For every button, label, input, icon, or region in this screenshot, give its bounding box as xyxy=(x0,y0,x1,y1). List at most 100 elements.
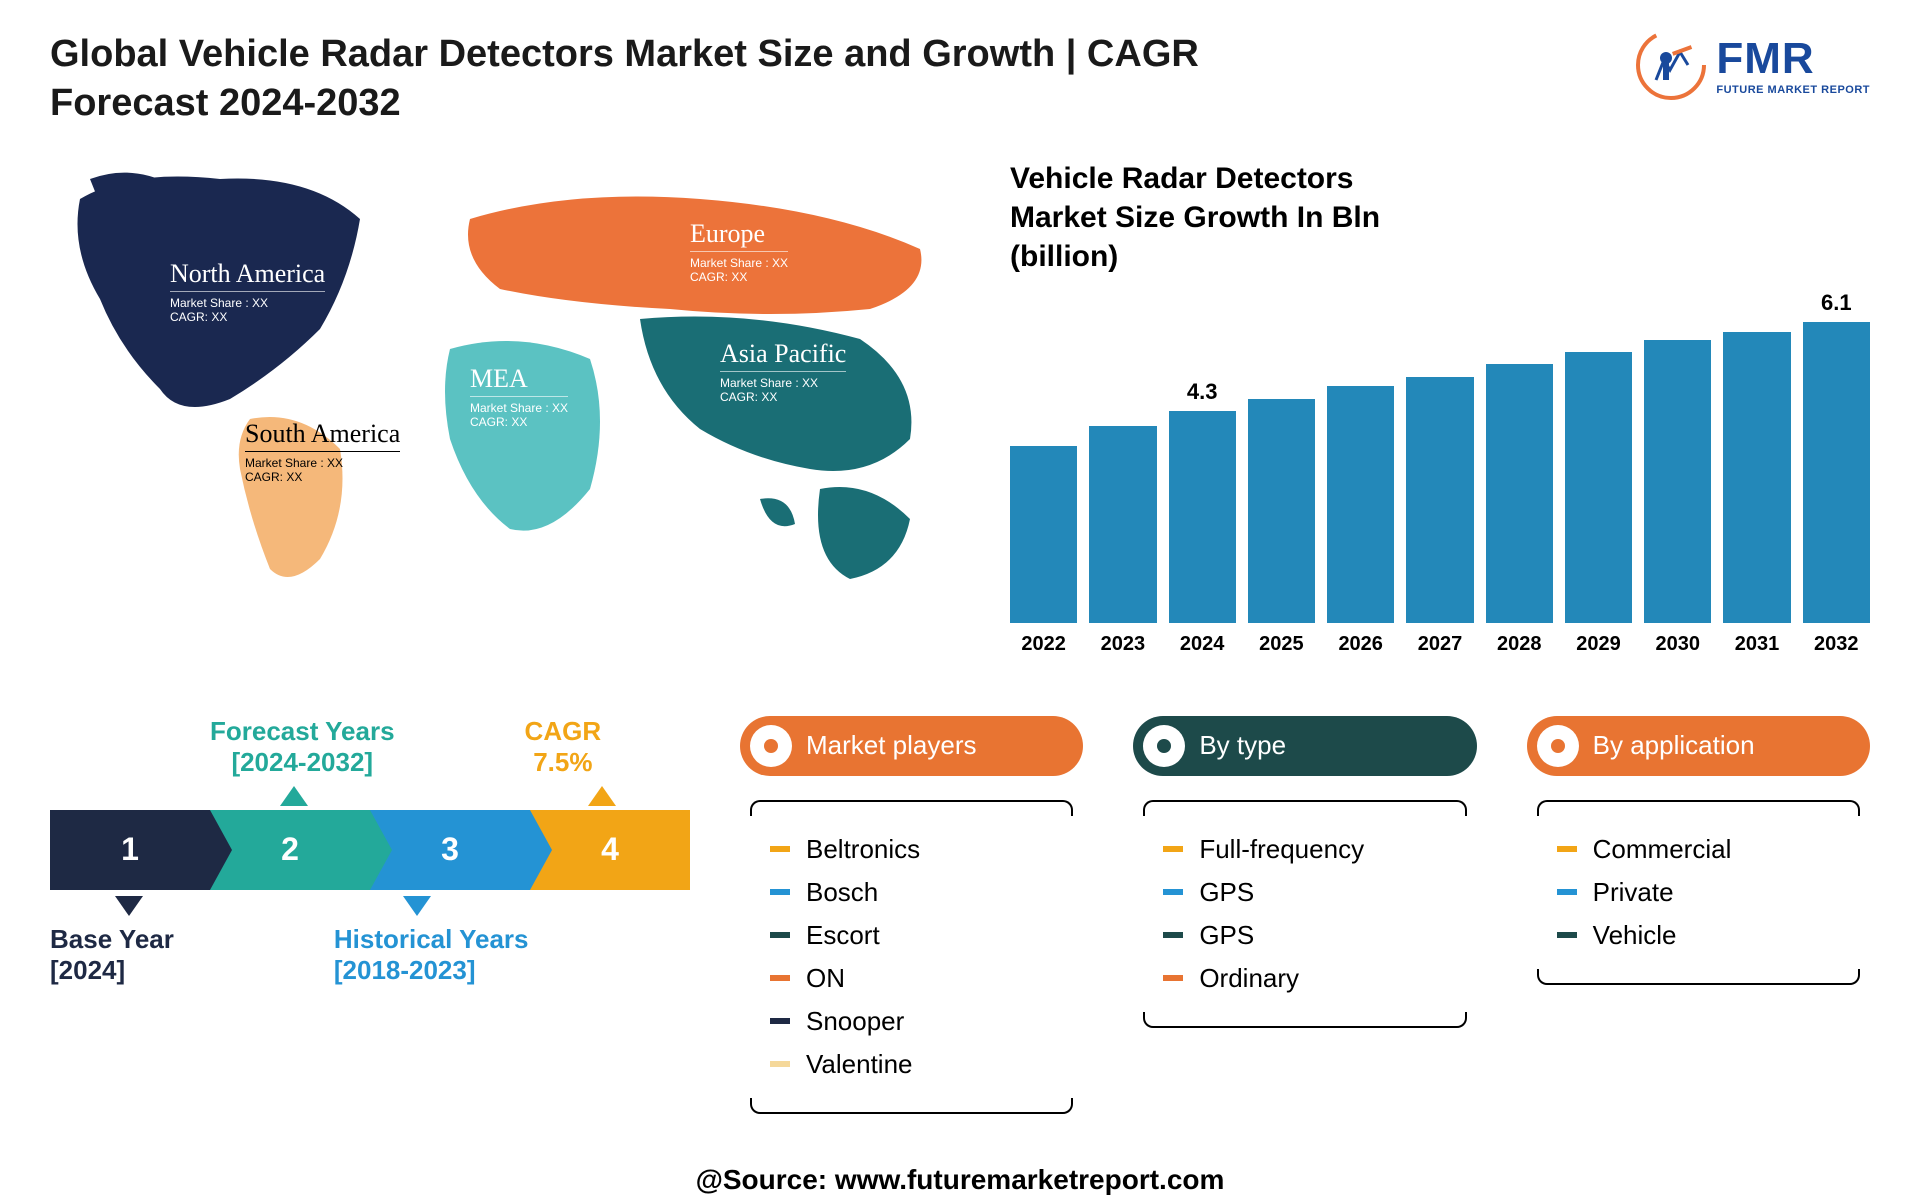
bar-col: 2023 xyxy=(1089,426,1156,656)
bar-col: 2030 xyxy=(1644,340,1711,656)
logo-text: FMR FUTURE MARKET REPORT xyxy=(1716,34,1870,96)
tick-icon xyxy=(1557,846,1577,852)
bar xyxy=(1406,377,1473,623)
bar-year-label: 2023 xyxy=(1101,633,1146,656)
region-name: South America xyxy=(245,419,400,449)
timeline-step-1: 1 xyxy=(50,810,210,890)
list-item: GPS xyxy=(1143,871,1466,914)
list-item: Beltronics xyxy=(750,828,1073,871)
bracket-top xyxy=(1537,800,1860,816)
region-share: Market Share : XX xyxy=(690,256,788,270)
tick-icon xyxy=(1163,889,1183,895)
fmr-logo-icon xyxy=(1636,30,1706,100)
item-text: Commercial xyxy=(1593,834,1732,865)
bar-value-label: 6.1 xyxy=(1821,290,1852,316)
tick-icon xyxy=(1163,846,1183,852)
bar-value-label: 4.3 xyxy=(1187,379,1218,405)
list-type: Full-frequency GPS GPS Ordinary xyxy=(1133,800,1476,1028)
region-cagr: CAGR: XX xyxy=(170,310,325,324)
bar xyxy=(1723,332,1790,622)
bar xyxy=(1248,399,1315,623)
bar-col: 2029 xyxy=(1565,352,1632,656)
dot-icon xyxy=(750,725,792,767)
logo-main: FMR xyxy=(1716,34,1870,84)
pill-type: By type xyxy=(1133,716,1476,776)
list-item: ON xyxy=(750,957,1073,1000)
pill-title: By type xyxy=(1199,730,1286,761)
bracket-bot xyxy=(1537,969,1860,985)
pill-title: By application xyxy=(1593,730,1755,761)
bracket-bot xyxy=(1143,1012,1466,1028)
list-item: Snooper xyxy=(750,1000,1073,1043)
tick-icon xyxy=(1163,975,1183,981)
item-text: Private xyxy=(1593,877,1674,908)
list-item: Commercial xyxy=(1537,828,1860,871)
tick-icon xyxy=(1163,932,1183,938)
region-share: Market Share : XX xyxy=(170,296,325,310)
bar-col: 2031 xyxy=(1723,332,1790,655)
region-share: Market Share : XX xyxy=(245,456,400,470)
list-item: Ordinary xyxy=(1143,957,1466,1000)
region-share: Market Share : XX xyxy=(720,376,846,390)
bar xyxy=(1565,352,1632,623)
list-item: Bosch xyxy=(750,871,1073,914)
top-section: North America Market Share : XX CAGR: XX… xyxy=(50,159,1870,656)
item-text: Full-frequency xyxy=(1199,834,1364,865)
bracket-top xyxy=(750,800,1073,816)
bar-col: 4.3 2024 xyxy=(1169,379,1236,656)
bar-col: 2027 xyxy=(1406,377,1473,656)
label-na: North America Market Share : XX CAGR: XX xyxy=(170,259,325,324)
dot-icon xyxy=(1143,725,1185,767)
bottom-section: Forecast Years [2024-2032] CAGR 7.5% 1 2… xyxy=(50,716,1870,1114)
tick-icon xyxy=(1557,932,1577,938)
tick-icon xyxy=(770,1018,790,1024)
bar xyxy=(1010,446,1077,623)
bar-year-label: 2032 xyxy=(1814,633,1859,656)
list-item: Vehicle xyxy=(1537,914,1860,957)
bar-chart: 202220234.320242025202620272028202920302… xyxy=(1010,296,1870,656)
label-mea: MEA Market Share : XX CAGR: XX xyxy=(470,364,568,429)
logo: FMR FUTURE MARKET REPORT xyxy=(1636,30,1870,100)
forecast-label: Forecast Years [2024-2032] xyxy=(210,716,395,778)
dot-icon xyxy=(1537,725,1579,767)
tick-icon xyxy=(1557,889,1577,895)
timeline-step-3: 3 xyxy=(370,810,530,890)
item-text: GPS xyxy=(1199,877,1254,908)
bracket-bot xyxy=(750,1098,1073,1114)
timeline-step-2: 2 xyxy=(210,810,370,890)
bar-year-label: 2026 xyxy=(1338,633,1383,656)
item-text: GPS xyxy=(1199,920,1254,951)
category-type: By type Full-frequency GPS GPS Ordinary xyxy=(1133,716,1476,1114)
bar xyxy=(1169,411,1236,623)
bar-col: 2028 xyxy=(1486,364,1553,655)
tick-icon xyxy=(770,932,790,938)
timeline-step-4: 4 xyxy=(530,810,690,890)
pill-players: Market players xyxy=(740,716,1083,776)
base-year-label: Base Year [2024] xyxy=(50,924,174,986)
cagr-label: CAGR 7.5% xyxy=(525,716,602,778)
logo-sub: FUTURE MARKET REPORT xyxy=(1716,84,1870,96)
bar-year-label: 2027 xyxy=(1418,633,1463,656)
list-item: GPS xyxy=(1143,914,1466,957)
world-map: North America Market Share : XX CAGR: XX… xyxy=(50,159,970,599)
bar-chart-area: Vehicle Radar Detectors Market Size Grow… xyxy=(1010,159,1870,656)
tick-icon xyxy=(770,846,790,852)
category-players: Market players BeltronicsBoschEscortONSn… xyxy=(740,716,1083,1114)
bar-year-label: 2024 xyxy=(1180,633,1225,656)
region-name: North America xyxy=(170,259,325,289)
region-cagr: CAGR: XX xyxy=(245,470,400,484)
bar-year-label: 2031 xyxy=(1735,633,1780,656)
bar-year-label: 2029 xyxy=(1576,633,1621,656)
pill-title: Market players xyxy=(806,730,977,761)
timeline: 1 2 3 4 xyxy=(50,810,690,890)
bar-year-label: 2025 xyxy=(1259,633,1304,656)
item-text: Bosch xyxy=(806,877,878,908)
region-cagr: CAGR: XX xyxy=(720,390,846,404)
list-application: Commercial Private Vehicle xyxy=(1527,800,1870,985)
item-text: Snooper xyxy=(806,1006,904,1037)
arrow-down-icon xyxy=(403,896,431,916)
item-text: Valentine xyxy=(806,1049,913,1080)
bar-col: 2025 xyxy=(1248,399,1315,656)
historical-label: Historical Years [2018-2023] xyxy=(334,924,529,986)
pill-application: By application xyxy=(1527,716,1870,776)
